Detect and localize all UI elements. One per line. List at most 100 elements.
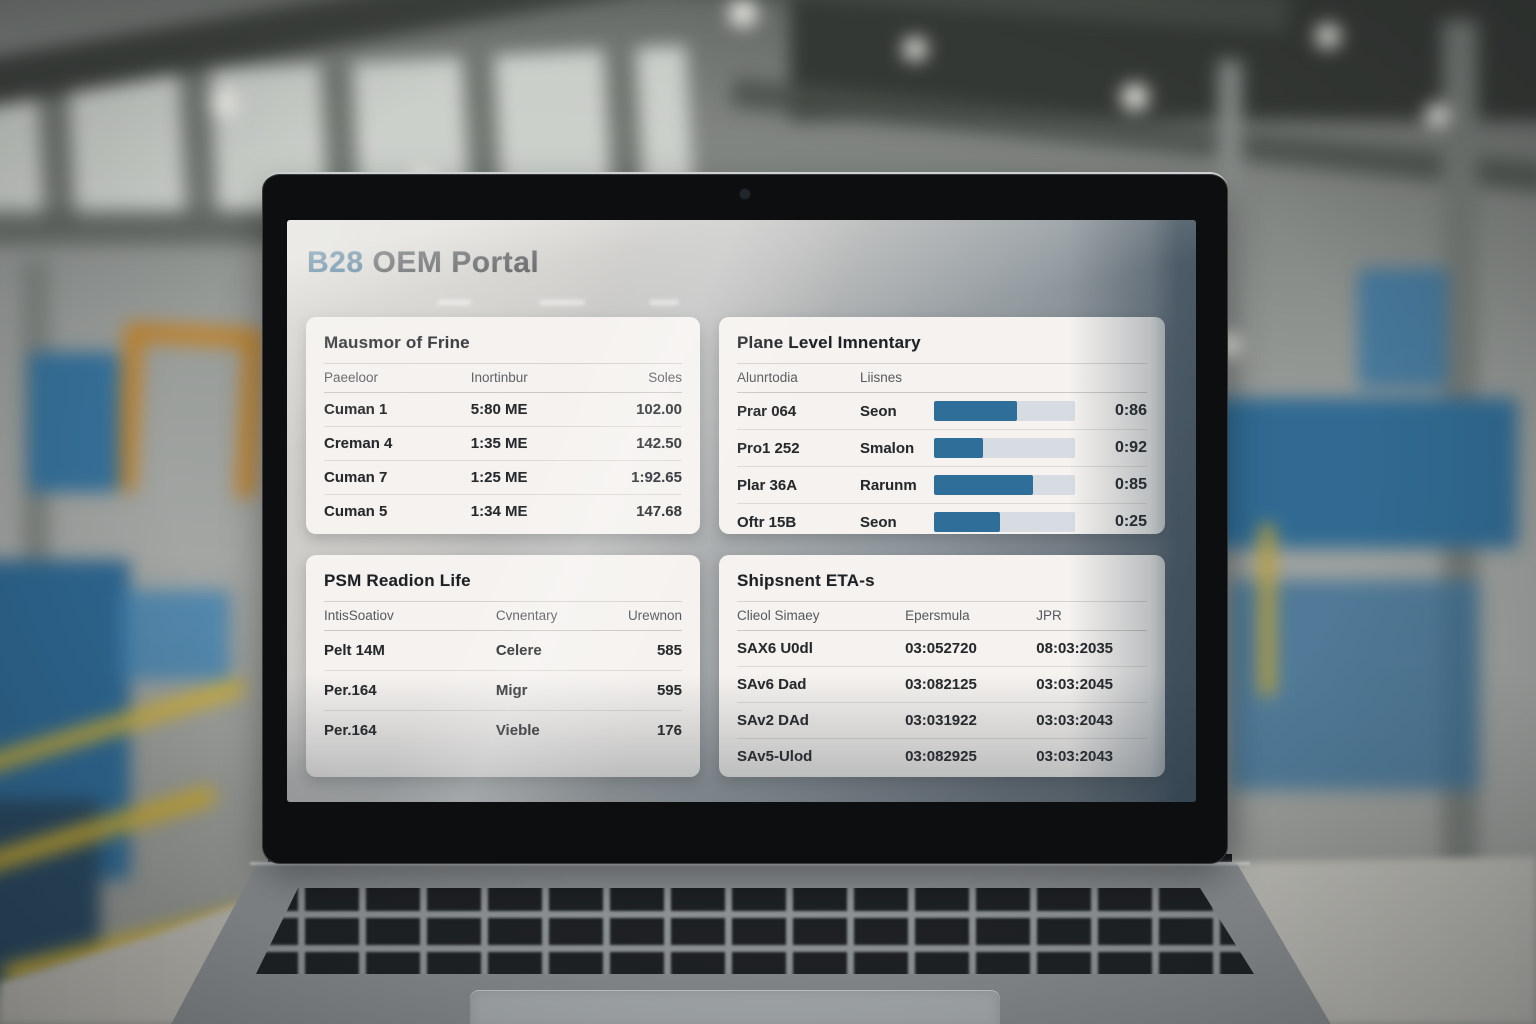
panel-production: PSM Readion Life IntisSoatiov Cvnentary … bbox=[306, 555, 700, 777]
cell: 03:031922 bbox=[905, 712, 977, 729]
cell: 1:25 ME bbox=[470, 469, 528, 486]
table-row: Per.164 Migr 595 bbox=[324, 671, 682, 711]
table-row: Oftr 15B Seon 0:25 bbox=[737, 504, 1147, 540]
shipments-header: Clieol Simaey Epersmula JPR bbox=[737, 601, 1147, 631]
cell: 03:082125 bbox=[905, 676, 977, 693]
yellow-pole bbox=[1260, 525, 1274, 695]
cell: Cuman 7 bbox=[324, 469, 388, 486]
col-header: Soles bbox=[648, 370, 682, 385]
cell: Seon bbox=[860, 513, 897, 531]
panel-inventory: Plane Level Imnentary Alunrtodia Liisnes… bbox=[719, 317, 1165, 534]
ceiling-light bbox=[1422, 102, 1452, 128]
cell: 1:35 ME bbox=[470, 435, 528, 452]
cell: Cuman 1 bbox=[324, 401, 388, 418]
cell: 147.68 bbox=[636, 503, 682, 520]
table-row: SAX6 U0dl 03:052720 08:03:2035 bbox=[737, 631, 1147, 667]
display: B28 OEM Portal Mausmor of Frine Paeeloor … bbox=[287, 220, 1196, 802]
cell: 08:03:2035 bbox=[1036, 640, 1114, 657]
cell: SAv2 DAd bbox=[737, 712, 809, 729]
panel-orders: Mausmor of Frine Paeeloor Inortinbur Sol… bbox=[306, 317, 700, 534]
cell: Cuman 5 bbox=[324, 503, 388, 520]
table-row: SAv5-Ulod 03:082925 03:03:2043 bbox=[737, 739, 1147, 774]
inventory-bar-fill bbox=[933, 512, 1001, 532]
col-header: Paeeloor bbox=[324, 370, 379, 385]
col-header: Clieol Simaey bbox=[737, 608, 820, 623]
trackpad bbox=[470, 990, 1000, 1024]
ceiling-light bbox=[1118, 82, 1152, 112]
cell: Pro1 252 bbox=[737, 439, 800, 457]
panel-shipments-title: Shipsnent ETA-s bbox=[737, 571, 875, 590]
cell: Oftr 15B bbox=[737, 513, 797, 531]
blue-machine bbox=[1208, 398, 1518, 548]
col-header bbox=[934, 370, 1086, 385]
cell: SAX6 U0dl bbox=[737, 640, 813, 657]
cell: 585 bbox=[656, 642, 682, 659]
cell: Celere bbox=[495, 642, 542, 659]
blue-machine bbox=[1358, 268, 1448, 388]
table-row: Cuman 5 1:34 ME 147.68 bbox=[324, 495, 682, 528]
col-header: IntisSoatiov bbox=[324, 608, 394, 623]
nav-smudge bbox=[649, 300, 679, 305]
inventory-header: Alunrtodia Liisnes bbox=[737, 363, 1147, 393]
cell: 176 bbox=[656, 722, 682, 739]
inventory-bar-track bbox=[933, 512, 1076, 532]
ceiling-light bbox=[1312, 22, 1344, 50]
cell: 03:052720 bbox=[905, 640, 977, 657]
inventory-bar-track bbox=[933, 401, 1076, 421]
table-row: Plar 36A Rarunm 0:85 bbox=[737, 467, 1147, 504]
cell: Smalon bbox=[860, 439, 915, 457]
ceiling-light bbox=[900, 36, 930, 62]
cell: 0:92 bbox=[1114, 439, 1147, 456]
cell: Creman 4 bbox=[324, 435, 393, 452]
webcam-dot bbox=[741, 190, 749, 198]
col-header: Alunrtodia bbox=[737, 370, 798, 385]
cell: 03:082925 bbox=[905, 748, 977, 765]
cell: Pelt 14M bbox=[324, 642, 385, 659]
production-header: IntisSoatiov Cvnentary Urewnon bbox=[324, 601, 682, 631]
panel-grid: Mausmor of Frine Paeeloor Inortinbur Sol… bbox=[306, 317, 1165, 777]
cell: 0:25 bbox=[1114, 513, 1147, 530]
panel-orders-title: Mausmor of Frine bbox=[324, 333, 470, 352]
cell: Per.164 bbox=[324, 682, 377, 699]
cell: Per.164 bbox=[324, 722, 377, 739]
cell: 142.50 bbox=[636, 435, 682, 452]
table-row: Cuman 1 5:80 ME 102.00 bbox=[324, 393, 682, 427]
cell: 0:86 bbox=[1114, 402, 1147, 419]
cell: 1:92.65 bbox=[631, 469, 682, 486]
inventory-bar-fill bbox=[933, 475, 1033, 495]
page-title-rest: OEM Portal bbox=[372, 246, 540, 279]
ceiling-light bbox=[206, 88, 240, 118]
cell: Migr bbox=[495, 682, 528, 699]
page-title-accent: B28 bbox=[307, 246, 364, 279]
inventory-bar-fill bbox=[933, 401, 1018, 421]
table-row: Per.164 Vieble 176 bbox=[324, 711, 682, 750]
cell: 0:85 bbox=[1114, 476, 1147, 493]
cell: Rarunm bbox=[860, 476, 917, 494]
table-row: SAv2 DAd 03:031922 03:03:2043 bbox=[737, 703, 1147, 739]
ceiling-light bbox=[725, 0, 761, 28]
table-row: Pelt 14M Celere 585 bbox=[324, 631, 682, 671]
table-row: Prar 064 Seon 0:86 bbox=[737, 393, 1147, 430]
blue-machine bbox=[28, 352, 120, 492]
cell: Vieble bbox=[495, 722, 540, 739]
cell: SAv5-Ulod bbox=[737, 748, 813, 765]
col-header: Inortinbur bbox=[470, 370, 528, 385]
col-header: Urewnon bbox=[627, 608, 682, 623]
panel-inventory-title: Plane Level Imnentary bbox=[737, 333, 921, 352]
cell: 03:03:2043 bbox=[1036, 712, 1114, 729]
cell: 595 bbox=[656, 682, 682, 699]
panel-production-title: PSM Readion Life bbox=[324, 571, 471, 590]
cell: 03:03:2045 bbox=[1036, 676, 1114, 693]
cell: Prar 064 bbox=[737, 402, 797, 420]
cell: 03:03:2043 bbox=[1036, 748, 1114, 765]
dashboard: B28 OEM Portal Mausmor of Frine Paeeloor … bbox=[287, 220, 1196, 802]
nav-smudge bbox=[437, 300, 471, 305]
orders-header: Paeeloor Inortinbur Soles bbox=[324, 363, 682, 393]
cell: 102.00 bbox=[636, 401, 682, 418]
laptop-screen: B28 OEM Portal Mausmor of Frine Paeeloor … bbox=[262, 172, 1228, 864]
col-header: Epersmula bbox=[905, 608, 970, 623]
inventory-bar-track bbox=[933, 438, 1076, 458]
table-row: Cuman 7 1:25 ME 1:92.65 bbox=[324, 461, 682, 495]
col-header bbox=[1085, 370, 1147, 385]
